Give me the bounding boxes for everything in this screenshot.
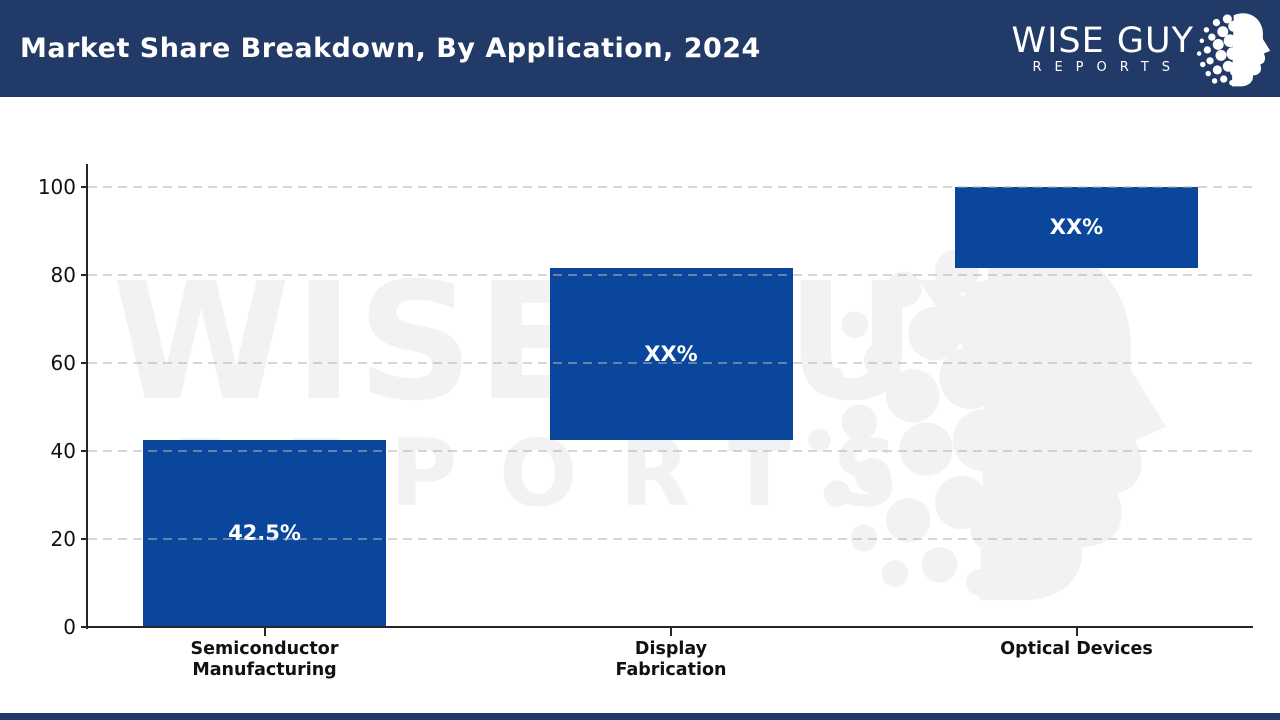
bar-1: 42.5% [143,439,386,627]
y-tick-label-0: 0 [63,615,76,639]
wise-guy-reports-logo: WISE GUY REPORTS [1011,6,1272,92]
x-category-label-3: Optical Devices [1000,639,1153,659]
logo-subtitle: REPORTS [1032,59,1184,75]
y-axis-spine [86,164,88,629]
bar-value-label-3: XX% [1049,215,1104,240]
footer-bar [0,713,1280,720]
y-tick-label-60: 60 [50,350,76,375]
head-profile-icon [1196,13,1271,87]
bar-2: XX% [549,267,793,440]
y-tick-20 [81,537,88,540]
page-title: Market Share Breakdown, By Application, … [20,33,761,64]
y-tick-100 [81,185,88,188]
y-tick-label-20: 20 [50,526,76,551]
x-category-label-2: Display Fabrication [615,639,727,681]
gridline-80 [88,273,1253,276]
gridline-100 [88,185,1253,188]
x-tick-1 [263,628,266,636]
y-tick-label-80: 80 [50,262,76,287]
bar-value-label-1: 42.5% [228,521,301,546]
y-tick-label-40: 40 [50,438,76,463]
gridline-40 [88,449,1253,452]
logo-wordmark: WISE GUY [1011,20,1194,61]
x-tick-2 [670,628,672,636]
y-tick-40 [81,449,88,452]
y-tick-80 [81,273,88,276]
x-axis-spine [86,626,1253,628]
bar-3: XX% [955,186,1198,268]
gridline-60 [88,361,1253,364]
header: Market Share Breakdown, By Application, … [0,0,1280,97]
y-tick-0 [81,626,88,628]
x-tick-3 [1075,628,1078,636]
watermark-head-profile-icon [808,243,1167,601]
y-tick-label-100: 100 [37,174,76,199]
logo-text: WISE GUY REPORTS [1011,23,1194,75]
x-category-label-1: Semiconductor Manufacturing [190,639,339,681]
y-tick-60 [81,361,88,364]
gridline-20 [88,537,1253,540]
